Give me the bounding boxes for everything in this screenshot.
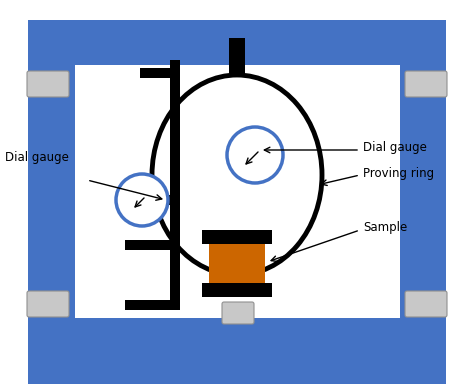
Text: Dial gauge: Dial gauge	[363, 141, 427, 154]
Text: Sample: Sample	[363, 222, 407, 235]
FancyBboxPatch shape	[27, 291, 69, 317]
Bar	[170, 60, 180, 310]
Circle shape	[227, 127, 283, 183]
Bar	[115, 195, 175, 205]
Bar	[28, 65, 75, 318]
Bar	[202, 230, 272, 244]
Text: Proving ring: Proving ring	[363, 167, 434, 179]
Bar	[229, 60, 245, 295]
Bar	[125, 240, 175, 250]
Bar	[202, 283, 272, 297]
Bar	[28, 20, 446, 65]
Bar	[400, 65, 446, 318]
Text: Dial gauge: Dial gauge	[5, 152, 69, 164]
Bar	[125, 300, 175, 310]
FancyBboxPatch shape	[27, 71, 69, 97]
Circle shape	[116, 174, 168, 226]
FancyBboxPatch shape	[222, 302, 254, 324]
FancyBboxPatch shape	[405, 71, 447, 97]
Bar	[140, 68, 180, 78]
Bar	[229, 38, 245, 60]
FancyBboxPatch shape	[405, 291, 447, 317]
Ellipse shape	[152, 75, 322, 275]
Bar	[209, 230, 265, 295]
Bar	[28, 318, 446, 384]
